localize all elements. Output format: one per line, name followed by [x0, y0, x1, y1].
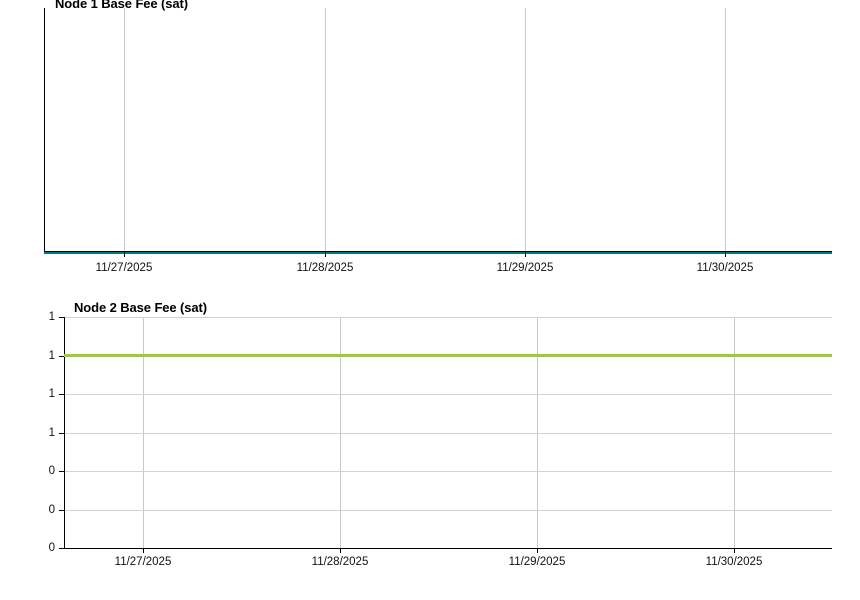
y-tick-mark: [59, 509, 64, 511]
y-tick-mark: [59, 548, 64, 549]
x-axis-label: 11/30/2025: [696, 262, 754, 274]
gridline-vertical: [525, 8, 526, 252]
y-tick-mark: [59, 471, 64, 472]
y-tick-mark: [59, 394, 64, 395]
gridline-vertical: [124, 8, 125, 252]
gridline-vertical: [325, 8, 326, 252]
y-axis-label: 1: [48, 426, 55, 439]
chart-title-node1: Node 1 Base Fee (sat): [55, 0, 189, 11]
x-axis-label: 11/29/2025: [508, 556, 566, 568]
gridline-horizontal: [64, 432, 832, 434]
gridline-horizontal: [64, 317, 832, 318]
y-axis-line-node1: [44, 8, 45, 252]
chart-panel-node2: Node 2 Base Fee (sat) 1 1 1 1 0 0 0 11/27/2025…: [0, 296, 860, 600]
x-axis-label: 11/27/2025: [95, 262, 153, 274]
y-axis-label: 1: [48, 349, 55, 362]
plot-area-node1: [44, 8, 832, 254]
gridline-vertical: [725, 8, 726, 252]
y-tick-mark: [59, 355, 64, 357]
x-axis-label: 11/28/2025: [296, 262, 354, 274]
x-tick-mark: [340, 548, 341, 553]
x-axis-label: 11/28/2025: [311, 556, 369, 568]
plot-area-node2: [64, 317, 832, 549]
chart-title-node2: Node 2 Base Fee (sat): [74, 300, 208, 315]
x-tick-mark: [325, 252, 326, 257]
x-axis-label: 11/30/2025: [705, 556, 763, 568]
x-tick-mark: [124, 252, 125, 257]
gridline-horizontal: [64, 471, 832, 472]
gridline-horizontal: [64, 509, 832, 511]
x-axis-line-node1: [44, 251, 832, 252]
y-axis-label: 1: [48, 388, 55, 400]
x-tick-mark: [143, 548, 144, 553]
y-axis-label: 1: [48, 311, 55, 323]
chart-panel-node1: Node 1 Base Fee (sat) 11/27/2025 11/28/20…: [0, 0, 860, 296]
y-axis-label: 0: [48, 465, 55, 477]
x-tick-mark: [537, 548, 538, 553]
series-line-node2: [64, 354, 832, 357]
x-axis-label: 11/27/2025: [114, 556, 172, 568]
x-axis-label: 11/29/2025: [496, 262, 554, 274]
gridline-horizontal: [64, 394, 832, 395]
series-line-node1: [44, 252, 832, 254]
y-axis-label: 0: [48, 542, 55, 554]
y-axis-line-node2: [64, 317, 65, 549]
y-tick-mark: [59, 317, 64, 318]
x-tick-mark: [725, 252, 726, 257]
y-axis-label: 0: [48, 503, 55, 516]
y-tick-mark: [59, 432, 64, 434]
x-tick-mark: [734, 548, 735, 553]
x-axis-line-node2: [64, 548, 832, 549]
x-tick-mark: [525, 252, 526, 257]
